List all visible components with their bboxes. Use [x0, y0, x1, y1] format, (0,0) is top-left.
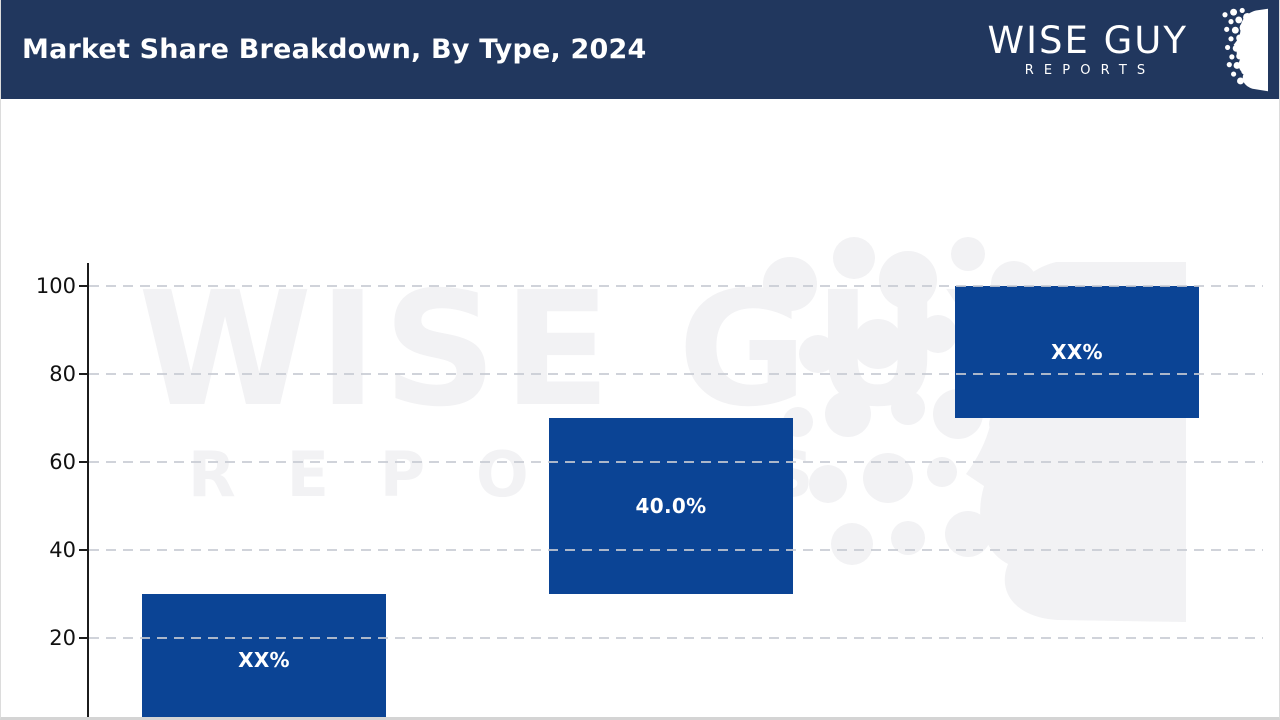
y-tick-label: 20 [49, 626, 76, 650]
brand-name: WISE GUY [987, 19, 1188, 63]
y-tick-label: 100 [35, 274, 76, 298]
y-tick-label: 80 [49, 362, 76, 386]
y-axis-spine [87, 263, 89, 720]
brand-wordmark: WISE GUY REPORTS [987, 19, 1188, 78]
page-title: Market Share Breakdown, By Type, 2024 [22, 34, 647, 65]
gridline [89, 637, 1263, 639]
brand-subtitle: REPORTS [1024, 62, 1156, 78]
y-tick-mark [79, 285, 87, 287]
brand-head-icon [1222, 7, 1268, 92]
y-tick-label: 60 [49, 450, 76, 474]
bar: XX% [142, 594, 386, 720]
gridline [89, 285, 1263, 287]
brand-logo: WISE GUY REPORTS [988, 6, 1268, 94]
y-tick-mark [79, 637, 87, 639]
bar-value-label: XX% [1051, 340, 1103, 364]
gridline [89, 549, 1263, 551]
watermark-head-icon [763, 237, 1186, 622]
bar: 40.0% [549, 418, 793, 594]
bar: XX% [955, 286, 1199, 418]
bar-value-label: 40.0% [635, 494, 707, 518]
y-tick-mark [79, 461, 87, 463]
gridline [89, 461, 1263, 463]
y-tick-label: 0 [0, 711, 76, 720]
header: Market Share Breakdown, By Type, 2024 WI… [0, 0, 1280, 99]
y-tick-label: 40 [49, 538, 76, 562]
y-tick-mark [79, 549, 87, 551]
y-tick-mark [79, 373, 87, 375]
chart-plot-area: 020406080100XX%Manual Bone Planers40.0%E… [0, 99, 1280, 720]
bar-value-label: XX% [238, 648, 290, 672]
gridline [89, 373, 1263, 375]
